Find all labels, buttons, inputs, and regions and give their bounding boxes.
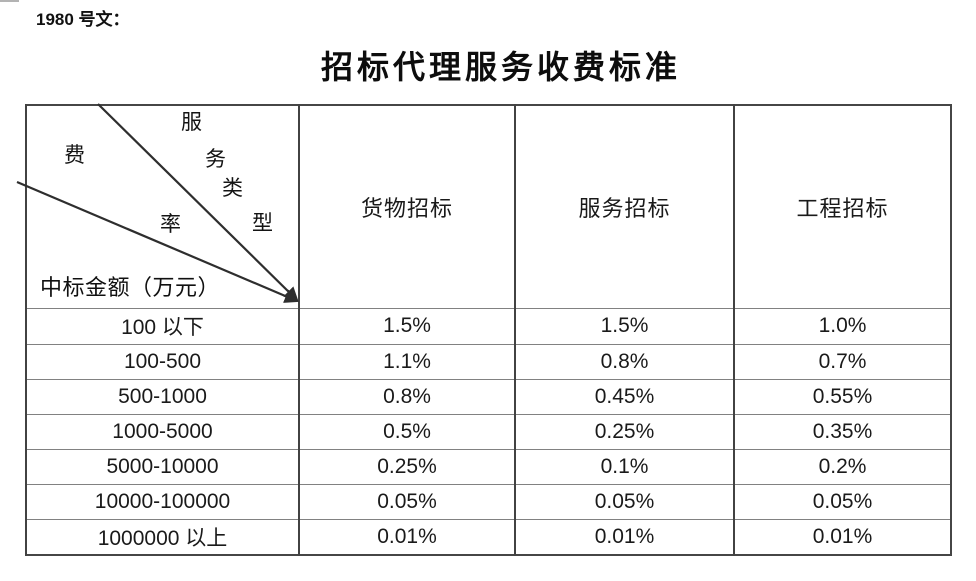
column-header-works: 工程招标 bbox=[733, 104, 951, 309]
rate-cell: 0.5% bbox=[298, 413, 515, 450]
amount-cell: 100-500 bbox=[25, 343, 299, 380]
table-row: 5000-10000 0.25% 0.1% 0.2% bbox=[25, 449, 951, 485]
rate-cell: 1.0% bbox=[733, 308, 951, 345]
rate-cell: 0.1% bbox=[514, 449, 734, 485]
amount-cell: 100 以下 bbox=[25, 308, 299, 345]
amount-cell: 5000-10000 bbox=[25, 449, 299, 485]
doc-ref: 1980 号文： bbox=[36, 10, 130, 29]
amount-cell: 1000000 以上 bbox=[25, 519, 299, 555]
rate-cell: 0.05% bbox=[733, 484, 951, 520]
amount-cell: 1000-5000 bbox=[25, 413, 299, 450]
rate-cell: 0.8% bbox=[298, 378, 515, 415]
table-row: 1000000 以上 0.01% 0.01% 0.01% bbox=[25, 519, 951, 555]
rate-cell: 0.7% bbox=[733, 343, 951, 380]
rate-cell: 0.05% bbox=[514, 484, 734, 520]
rate-cell: 0.55% bbox=[733, 378, 951, 415]
table-row: 100-500 1.1% 0.8% 0.7% bbox=[25, 343, 951, 380]
amount-cell: 10000-100000 bbox=[25, 484, 299, 520]
rate-cell: 1.5% bbox=[298, 308, 515, 345]
row-axis-label: 中标金额（万元） bbox=[40, 276, 221, 301]
column-header-services: 服务招标 bbox=[514, 104, 734, 309]
rate-cell: 0.35% bbox=[733, 413, 951, 450]
rate-cell: 0.05% bbox=[298, 484, 515, 520]
header-row: 服 务 类 型 费 率 中标金额（万元） 货物招标 服务招标 工程招标 bbox=[25, 104, 951, 309]
rate-cell: 0.01% bbox=[298, 519, 515, 555]
corner-axis-char: 服 bbox=[181, 110, 202, 134]
fee-table: 服 务 类 型 费 率 中标金额（万元） 货物招标 服务招标 工程招标 100 … bbox=[25, 104, 952, 556]
amount-cell: 500-1000 bbox=[25, 378, 299, 415]
column-header-goods: 货物招标 bbox=[298, 104, 515, 309]
rate-cell: 0.2% bbox=[733, 449, 951, 485]
corner-axis-char: 类 bbox=[222, 176, 243, 200]
page-title: 招标代理服务收费标准 bbox=[321, 48, 682, 86]
rate-cell: 0.25% bbox=[298, 449, 515, 485]
corner-cell: 服 务 类 型 费 率 中标金额（万元） bbox=[25, 104, 299, 309]
window-edge-artifact bbox=[0, 0, 19, 2]
table-row: 1000-5000 0.5% 0.25% 0.35% bbox=[25, 413, 951, 450]
rate-cell: 1.5% bbox=[514, 308, 734, 345]
rate-cell: 0.25% bbox=[514, 413, 734, 450]
corner-axis-char: 率 bbox=[160, 212, 181, 236]
rate-cell: 0.8% bbox=[514, 343, 734, 380]
rate-cell: 0.45% bbox=[514, 378, 734, 415]
table-row: 10000-100000 0.05% 0.05% 0.05% bbox=[25, 484, 951, 520]
rate-cell: 1.1% bbox=[298, 343, 515, 380]
corner-axis-char: 型 bbox=[252, 211, 273, 235]
rate-cell: 0.01% bbox=[733, 519, 951, 555]
table-row: 500-1000 0.8% 0.45% 0.55% bbox=[25, 378, 951, 415]
rate-cell: 0.01% bbox=[514, 519, 734, 555]
table-row: 100 以下 1.5% 1.5% 1.0% bbox=[25, 308, 951, 345]
corner-axis-char: 费 bbox=[64, 143, 85, 167]
corner-axis-char: 务 bbox=[205, 147, 226, 171]
